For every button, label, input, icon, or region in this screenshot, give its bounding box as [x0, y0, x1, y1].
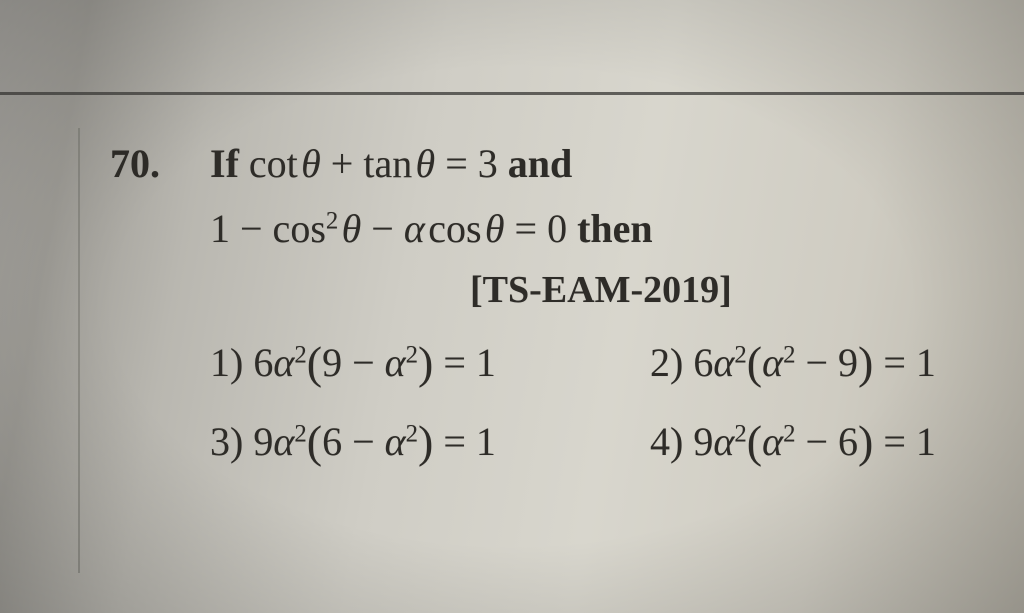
option-2: 2) 6α2(α2 − 9) = 1: [650, 334, 1024, 387]
option-3: 3) 9α2(6 − α2) = 1: [210, 413, 640, 466]
option-4-label: 4): [650, 419, 693, 464]
line1-prefix: If: [210, 141, 249, 186]
left-margin-rule: [78, 128, 80, 573]
source-tag: [TS-EAM-2019]: [470, 268, 984, 312]
top-horizontal-rule: [0, 92, 1024, 95]
option-1-expression: 6α2(9 − α2) = 1: [253, 340, 496, 385]
option-2-expression: 6α2(α2 − 9) = 1: [693, 340, 936, 385]
question-block: 70. If cot θ + tan θ = 3 and 1 − cos2 θ …: [110, 140, 984, 466]
line2-math: 1 − cos2 θ − α cos θ = 0 then: [210, 205, 653, 252]
line2-expression: 1 − cos2 θ − α cos θ = 0: [210, 206, 567, 251]
option-3-label: 3): [210, 419, 253, 464]
question-number: 70.: [110, 140, 182, 187]
line1-suffix: and: [498, 141, 573, 186]
question-line-2: 1 − cos2 θ − α cos θ = 0 then: [210, 205, 984, 252]
options-grid: 1) 6α2(9 − α2) = 1 2) 6α2(α2 − 9) = 1 3)…: [210, 334, 984, 466]
option-1: 1) 6α2(9 − α2) = 1: [210, 334, 640, 387]
line1-math: If cot θ + tan θ = 3 and: [210, 140, 572, 187]
line2-suffix: then: [567, 206, 653, 251]
line1-expression: cot θ + tan θ = 3: [249, 141, 498, 186]
option-2-label: 2): [650, 340, 693, 385]
option-3-expression: 9α2(6 − α2) = 1: [253, 419, 496, 464]
option-4: 4) 9α2(α2 − 6) = 1: [650, 413, 1024, 466]
option-1-label: 1): [210, 340, 253, 385]
option-4-expression: 9α2(α2 − 6) = 1: [693, 419, 936, 464]
question-line-1: 70. If cot θ + tan θ = 3 and: [110, 140, 984, 187]
